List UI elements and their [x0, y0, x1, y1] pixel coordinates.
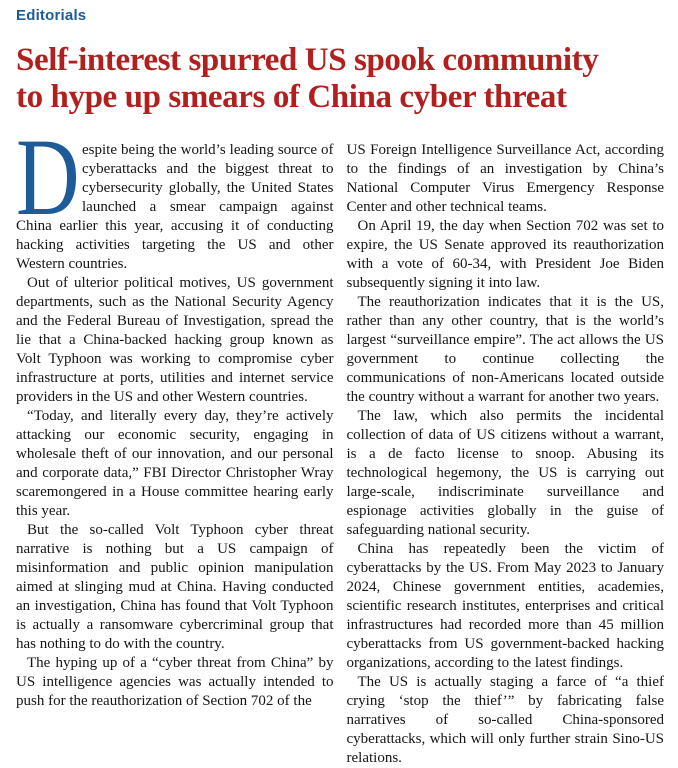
paragraph-text: espite being the world’s leading source …	[16, 142, 334, 272]
article-paragraph: US Foreign Intelligence Surveillance Act…	[346, 142, 665, 215]
article-paragraph: On April 19, the day when Section 702 wa…	[346, 218, 665, 291]
drop-cap: D	[16, 116, 80, 238]
right-column: US Foreign Intelligence Surveillance Act…	[347, 141, 665, 768]
article-headline: Self-interest spurred US spook community…	[16, 42, 664, 116]
article-paragraph: The law, which also permits the incident…	[346, 408, 665, 538]
section-kicker: Editorials	[16, 7, 87, 24]
headline-line-1: Self-interest spurred US spook community	[16, 42, 599, 78]
headline-line-2: to hype up smears of China cyber threat	[16, 79, 567, 115]
article-paragraph: “Today, and literally every day, they’re…	[16, 408, 334, 519]
article-paragraph: But the so-called Volt Typhoon cyber thr…	[16, 522, 334, 652]
article-paragraph: China has repeatedly been the victim of …	[346, 541, 665, 671]
article-paragraph: The reauthorization indicates that it is…	[346, 294, 665, 405]
article-paragraph: Out of ulterior political motives, US go…	[16, 275, 334, 405]
article-paragraph: The hyping up of a “cyber threat from Ch…	[16, 655, 334, 709]
article-paragraph: The US is actually staging a farce of “a…	[346, 674, 665, 766]
